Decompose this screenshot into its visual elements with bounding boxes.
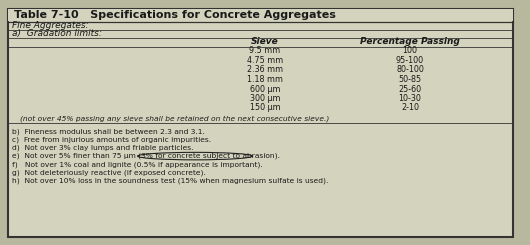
Text: f)   Not over 1% coal and lignite (0.5% if appearance is important).: f) Not over 1% coal and lignite (0.5% if… <box>12 161 263 168</box>
Text: 150 μm: 150 μm <box>250 103 280 112</box>
Text: 300 μm: 300 μm <box>250 94 280 103</box>
Text: e)  Not over 5% finer than 75 μm (3% for concrete subject to abrasion).: e) Not over 5% finer than 75 μm (3% for … <box>12 153 280 159</box>
Text: c)  Free from injurious amounts of organic impurities.: c) Free from injurious amounts of organi… <box>12 136 211 143</box>
Text: d)  Not over 3% clay lumps and friable particles.: d) Not over 3% clay lumps and friable pa… <box>12 145 193 151</box>
Text: h)  Not over 10% loss in the soundness test (15% when magnesium sulfate is used): h) Not over 10% loss in the soundness te… <box>12 177 329 184</box>
Text: 25-60: 25-60 <box>399 85 421 94</box>
Text: Fine Aggregates:: Fine Aggregates: <box>12 22 89 30</box>
Bar <box>8 9 513 21</box>
Text: 2.36 mm: 2.36 mm <box>247 65 283 74</box>
Text: 1.18 mm: 1.18 mm <box>247 75 283 84</box>
Text: (not over 45% passing any sieve shall be retained on the next consecutive sieve.: (not over 45% passing any sieve shall be… <box>20 115 329 122</box>
Text: 10-30: 10-30 <box>399 94 421 103</box>
Text: 4.75 mm: 4.75 mm <box>247 56 283 65</box>
Text: Sieve: Sieve <box>251 37 279 47</box>
Text: Table 7-10   Specifications for Concrete Aggregates: Table 7-10 Specifications for Concrete A… <box>14 10 336 20</box>
Text: 100: 100 <box>402 47 418 56</box>
Text: 80-100: 80-100 <box>396 65 424 74</box>
Text: 600 μm: 600 μm <box>250 85 280 94</box>
Text: g)  Not deleteriously reactive (if exposed concrete).: g) Not deleteriously reactive (if expose… <box>12 169 206 176</box>
Text: 95-100: 95-100 <box>396 56 424 65</box>
Text: 9.5 mm: 9.5 mm <box>250 47 280 56</box>
Text: Percentage Passing: Percentage Passing <box>360 37 460 47</box>
Text: a)  Gradation limits:: a) Gradation limits: <box>12 29 102 38</box>
Text: 2-10: 2-10 <box>401 103 419 112</box>
Text: b)  Fineness modulus shall be between 2.3 and 3.1.: b) Fineness modulus shall be between 2.3… <box>12 128 205 135</box>
Text: 50-85: 50-85 <box>399 75 421 84</box>
